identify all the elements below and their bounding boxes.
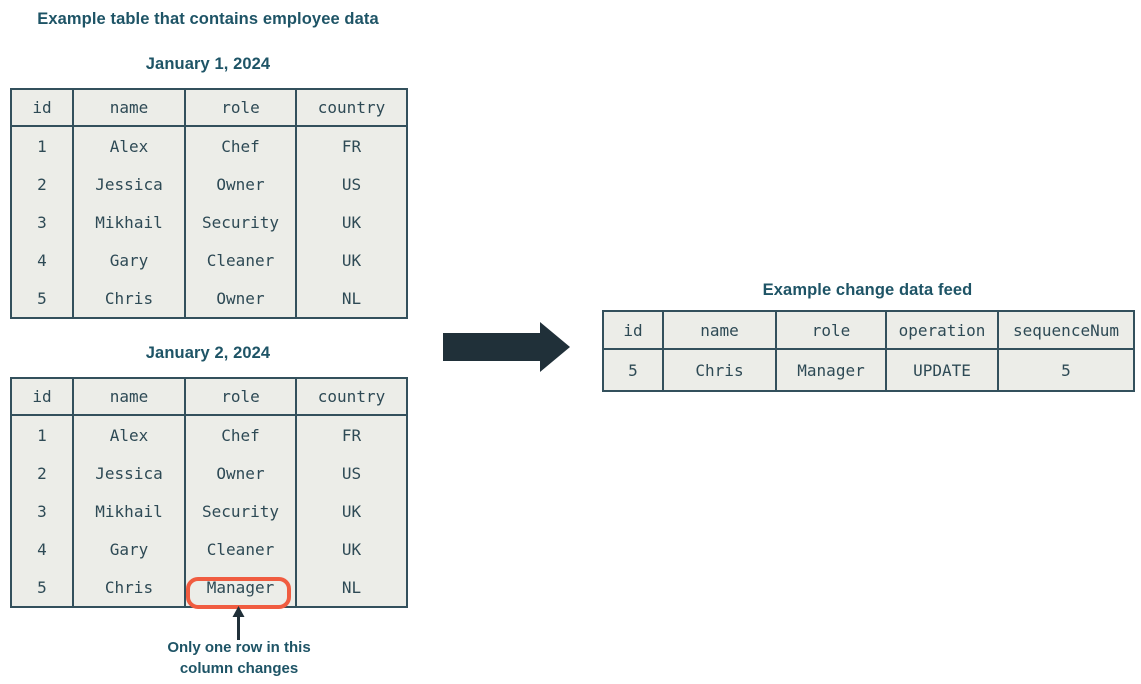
column-header-name: name	[662, 311, 776, 350]
up-arrow-icon	[232, 606, 245, 640]
cell-name: Alex	[72, 415, 185, 454]
cell-id: 5	[628, 360, 638, 380]
cell-role: Cleaner	[184, 241, 296, 279]
cell-role: Security	[184, 492, 296, 530]
cell-name: Chris	[662, 349, 776, 391]
table-row: 3 Mikhail Security UK	[11, 203, 407, 241]
cell-role: Owner	[184, 165, 296, 203]
left-section-title: Example table that contains employee dat…	[37, 10, 379, 28]
right-arrow-icon	[443, 322, 570, 372]
cell-role: Owner	[184, 454, 296, 492]
cell-name: Mikhail	[72, 492, 185, 530]
jan2-employee-table: id name role country 1 Alex Chef FR 2 Je…	[10, 377, 408, 608]
cell-country: UK	[295, 492, 407, 530]
table-row: 2 Jessica Owner US	[11, 454, 407, 492]
table-row: 2 Jessica Owner US	[11, 165, 407, 203]
column-header-name: name	[72, 378, 185, 416]
table-row: 1 Alex Chef FR	[11, 415, 407, 454]
cell-role: Chef	[184, 126, 296, 165]
cell-country: US	[295, 165, 407, 203]
change-feed-title: Example change data feed	[762, 281, 973, 299]
cell-id: 2	[37, 463, 47, 483]
column-header-id: id	[603, 311, 663, 350]
cell-name: Jessica	[72, 165, 185, 203]
cell-id: 5	[37, 577, 47, 597]
cell-country: FR	[295, 126, 407, 165]
header-row: id name role operation sequenceNum	[603, 311, 1134, 350]
column-header-id: id	[11, 89, 73, 127]
cell-sequencenum: 5	[997, 349, 1134, 391]
cell-role: Cleaner	[184, 530, 296, 568]
cell-role: Security	[184, 203, 296, 241]
cell-role: Chef	[184, 415, 296, 454]
cell-country: NL	[295, 568, 407, 607]
header-row: id name role country	[11, 378, 407, 416]
cell-country: FR	[295, 415, 407, 454]
cell-country: UK	[295, 203, 407, 241]
cell-id: 3	[37, 501, 47, 521]
cell-id: 3	[37, 212, 47, 232]
cell-id: 1	[37, 425, 47, 445]
table-row: 5 Chris Owner NL	[11, 279, 407, 318]
cell-name: Chris	[72, 568, 185, 607]
jan1-table-caption: January 1, 2024	[145, 55, 271, 73]
table-row: 3 Mikhail Security UK	[11, 492, 407, 530]
cell-id: 2	[37, 174, 47, 194]
column-header-operation: operation	[885, 311, 998, 350]
table-row: 4 Gary Cleaner UK	[11, 241, 407, 279]
column-header-name: name	[72, 89, 185, 127]
column-header-country: country	[295, 89, 407, 127]
column-header-role: role	[184, 378, 296, 416]
jan1-employee-table: id name role country 1 Alex Chef FR 2 Je…	[10, 88, 408, 319]
cell-name: Gary	[72, 241, 185, 279]
table-row: 5 Chris Manager NL	[11, 568, 407, 607]
annotation-text: Only one row in this column changes	[129, 637, 349, 679]
cell-name: Jessica	[72, 454, 185, 492]
table-row: 1 Alex Chef FR	[11, 126, 407, 165]
cell-id: 1	[37, 136, 47, 156]
cell-country: NL	[295, 279, 407, 318]
jan2-table-caption: January 2, 2024	[145, 344, 271, 362]
cell-id: 4	[37, 539, 47, 559]
column-header-sequencenum: sequenceNum	[997, 311, 1134, 350]
cell-role: Owner	[184, 279, 296, 318]
cell-country: US	[295, 454, 407, 492]
column-header-role: role	[184, 89, 296, 127]
change-data-feed-table: id name role operation sequenceNum 5 Chr…	[602, 310, 1135, 392]
cell-id: 4	[37, 250, 47, 270]
column-header-role: role	[775, 311, 886, 350]
column-header-country: country	[295, 378, 407, 416]
cell-role: Manager	[775, 349, 886, 391]
annotation-line-2: column changes	[179, 660, 299, 677]
cell-country: UK	[295, 241, 407, 279]
cell-id: 5	[37, 288, 47, 308]
cell-country: UK	[295, 530, 407, 568]
table-row: 4 Gary Cleaner UK	[11, 530, 407, 568]
column-header-id: id	[11, 378, 73, 416]
cell-role-changed: Manager	[184, 568, 296, 607]
annotation-line-1: Only one row in this	[167, 639, 311, 656]
cell-name: Gary	[72, 530, 185, 568]
header-row: id name role country	[11, 89, 407, 127]
table-row: 5 Chris Manager UPDATE 5	[603, 349, 1134, 391]
cell-name: Alex	[72, 126, 185, 165]
cell-name: Mikhail	[72, 203, 185, 241]
cell-operation: UPDATE	[885, 349, 998, 391]
cell-name: Chris	[72, 279, 185, 318]
